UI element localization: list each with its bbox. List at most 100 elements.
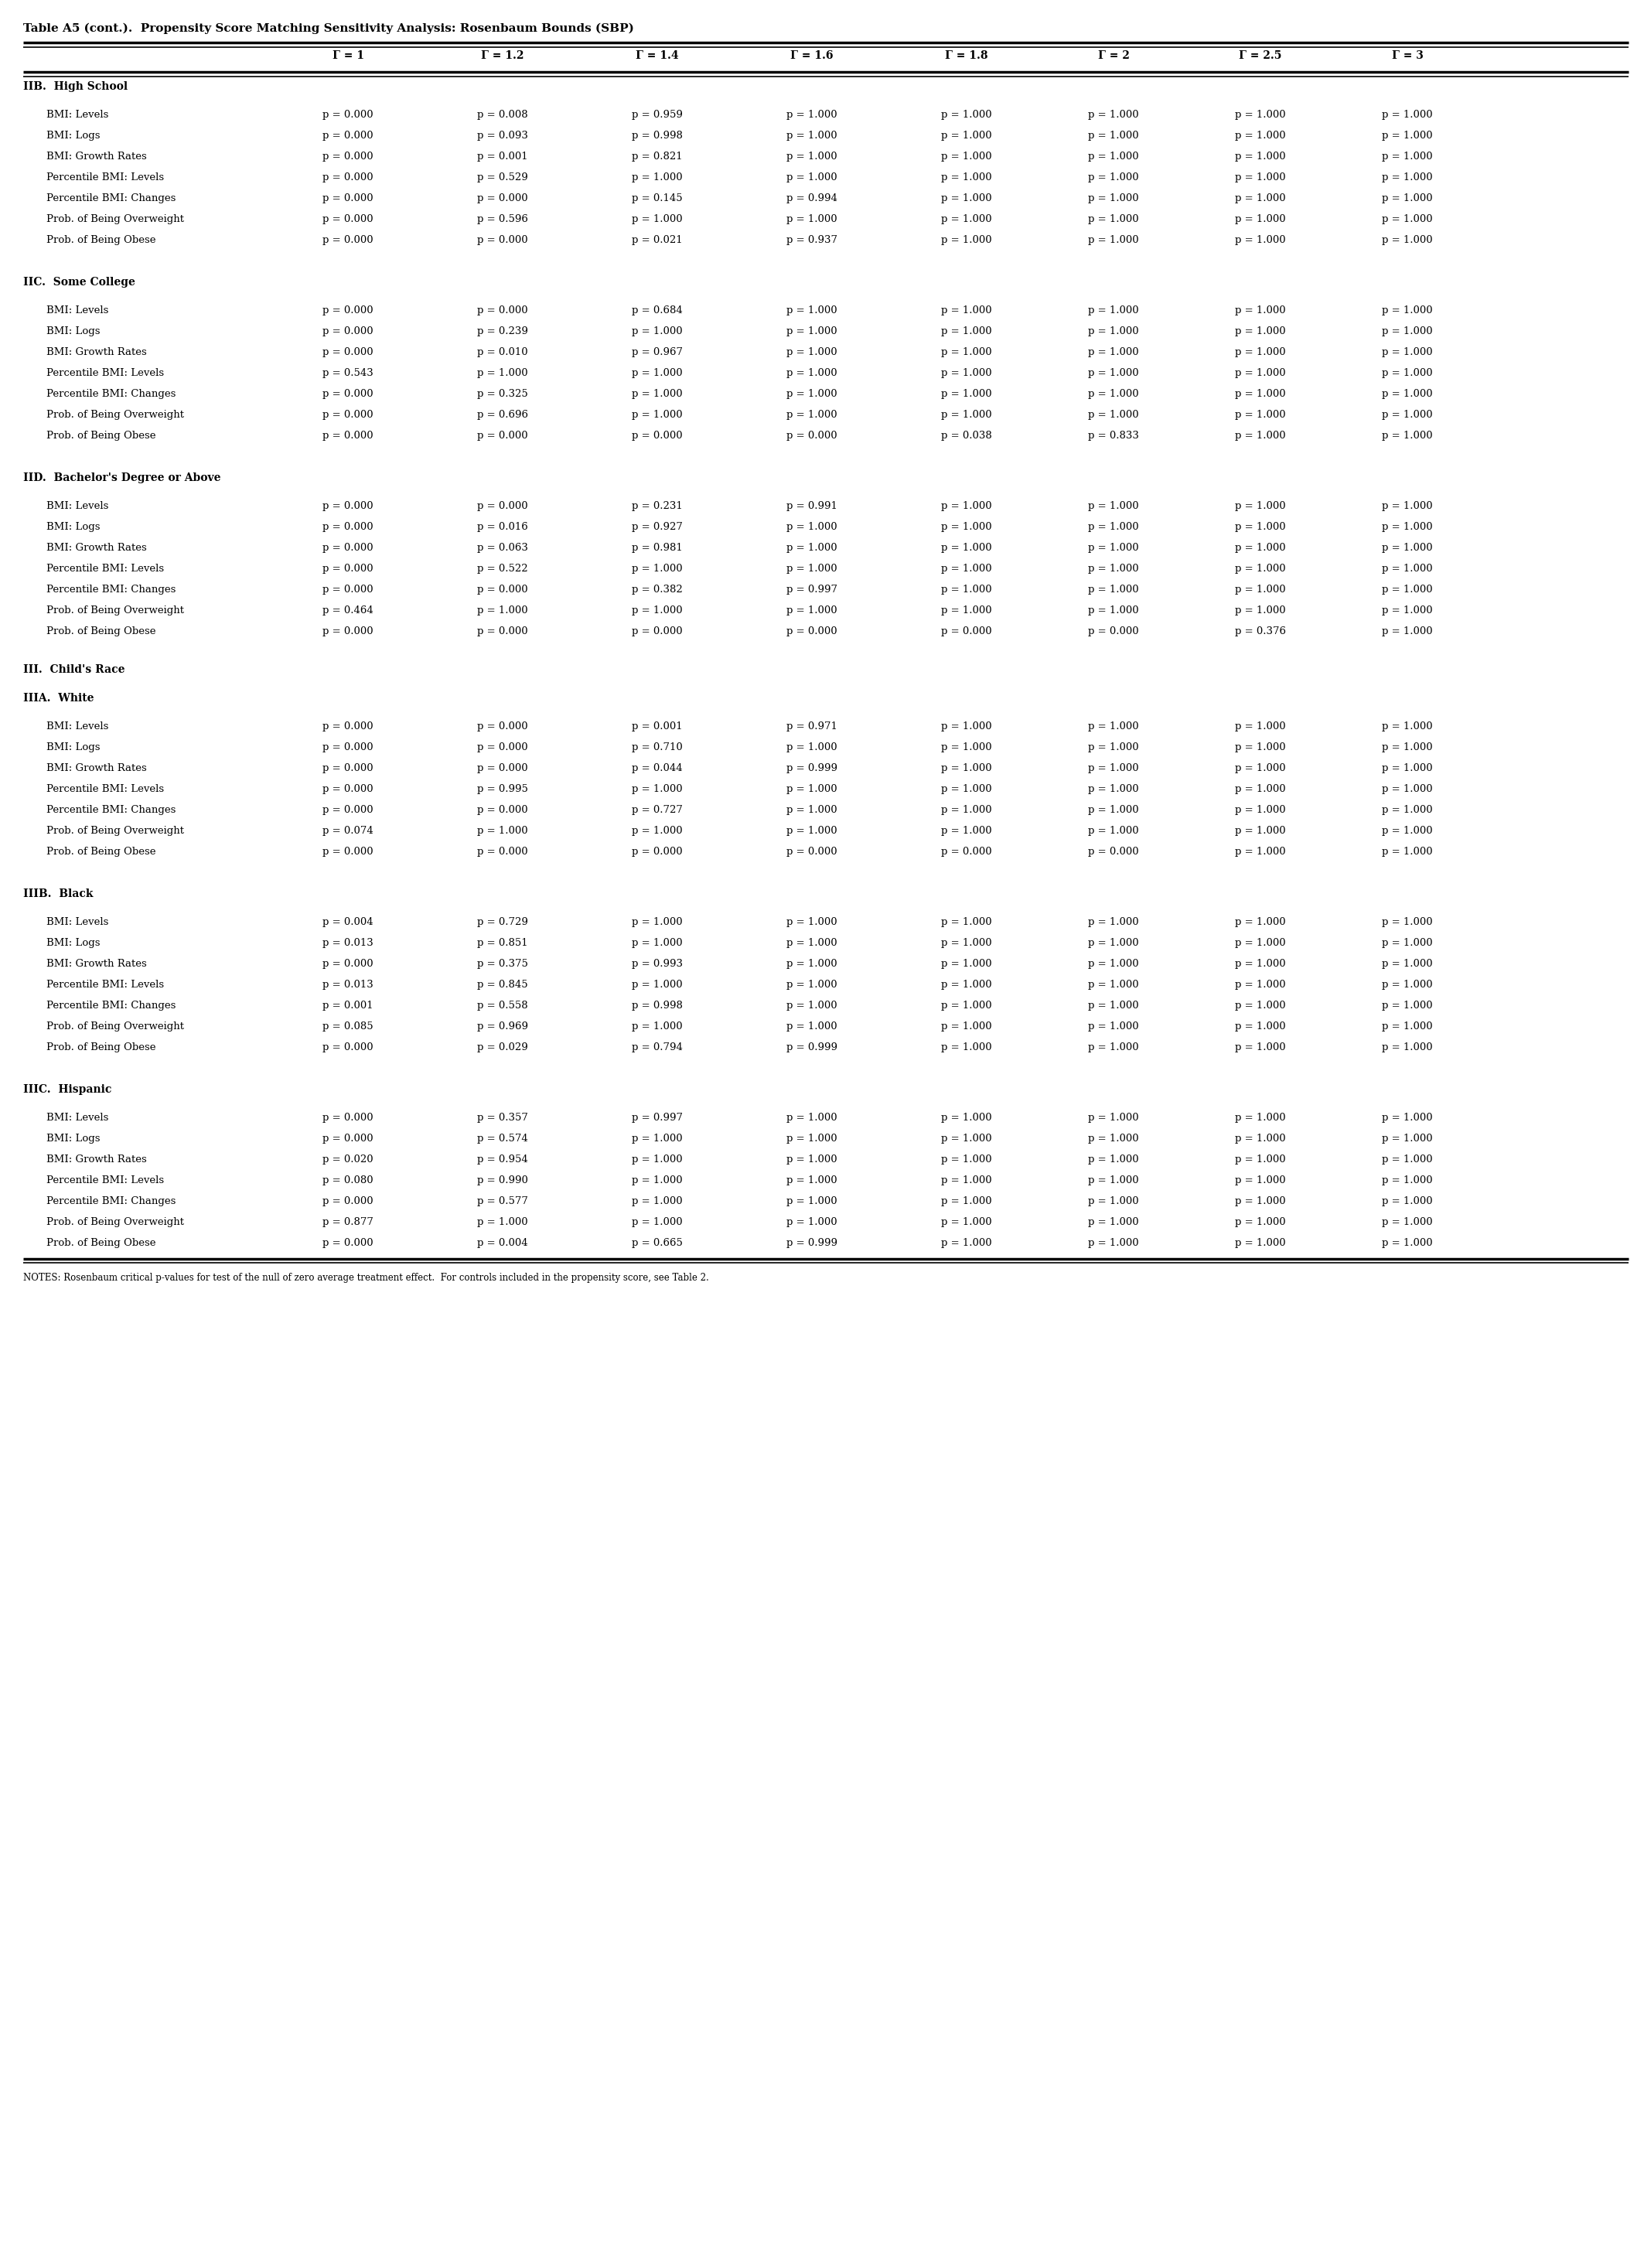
Text: p = 1.000: p = 1.000 bbox=[942, 764, 991, 773]
Text: p = 0.000: p = 0.000 bbox=[322, 306, 373, 315]
Text: p = 0.999: p = 0.999 bbox=[786, 764, 837, 773]
Text: p = 0.000: p = 0.000 bbox=[322, 805, 373, 814]
Text: p = 1.000: p = 1.000 bbox=[1088, 606, 1139, 615]
Text: p = 1.000: p = 1.000 bbox=[1383, 742, 1434, 753]
Text: p = 1.000: p = 1.000 bbox=[942, 805, 991, 814]
Text: p = 1.000: p = 1.000 bbox=[786, 742, 837, 753]
Text: p = 1.000: p = 1.000 bbox=[786, 152, 837, 161]
Text: p = 0.004: p = 0.004 bbox=[477, 1238, 528, 1247]
Text: p = 0.357: p = 0.357 bbox=[477, 1114, 528, 1123]
Text: p = 1.000: p = 1.000 bbox=[786, 411, 837, 420]
Text: p = 1.000: p = 1.000 bbox=[942, 606, 991, 615]
Text: p = 1.000: p = 1.000 bbox=[942, 1043, 991, 1052]
Text: p = 1.000: p = 1.000 bbox=[1383, 542, 1434, 553]
Text: p = 0.000: p = 0.000 bbox=[631, 431, 682, 440]
Text: p = 0.727: p = 0.727 bbox=[631, 805, 682, 814]
Text: p = 1.000: p = 1.000 bbox=[1235, 1000, 1286, 1012]
Text: p = 1.000: p = 1.000 bbox=[1088, 411, 1139, 420]
Text: p = 0.074: p = 0.074 bbox=[322, 826, 373, 837]
Text: Γ = 3: Γ = 3 bbox=[1391, 50, 1424, 61]
Text: Γ = 1.6: Γ = 1.6 bbox=[791, 50, 834, 61]
Text: p = 0.000: p = 0.000 bbox=[322, 347, 373, 358]
Text: p = 1.000: p = 1.000 bbox=[1235, 1238, 1286, 1247]
Text: p = 1.000: p = 1.000 bbox=[1383, 152, 1434, 161]
Text: BMI: Growth Rates: BMI: Growth Rates bbox=[46, 959, 146, 968]
Text: p = 1.000: p = 1.000 bbox=[1383, 585, 1434, 594]
Text: Prob. of Being Obese: Prob. of Being Obese bbox=[46, 846, 156, 857]
Text: BMI: Logs: BMI: Logs bbox=[46, 742, 100, 753]
Text: p = 0.522: p = 0.522 bbox=[477, 565, 528, 574]
Text: p = 1.000: p = 1.000 bbox=[786, 1134, 837, 1143]
Text: p = 1.000: p = 1.000 bbox=[1235, 846, 1286, 857]
Text: p = 1.000: p = 1.000 bbox=[631, 826, 682, 837]
Text: p = 1.000: p = 1.000 bbox=[1088, 1154, 1139, 1163]
Text: BMI: Logs: BMI: Logs bbox=[46, 132, 100, 141]
Text: Prob. of Being Obese: Prob. of Being Obese bbox=[46, 1043, 156, 1052]
Text: p = 1.000: p = 1.000 bbox=[1088, 1114, 1139, 1123]
Text: p = 1.000: p = 1.000 bbox=[1088, 565, 1139, 574]
Text: p = 1.000: p = 1.000 bbox=[942, 213, 991, 225]
Text: p = 1.000: p = 1.000 bbox=[786, 306, 837, 315]
Text: p = 0.969: p = 0.969 bbox=[477, 1021, 528, 1032]
Text: p = 0.145: p = 0.145 bbox=[631, 193, 682, 204]
Text: p = 1.000: p = 1.000 bbox=[1235, 1134, 1286, 1143]
Text: p = 0.543: p = 0.543 bbox=[322, 367, 373, 379]
Text: IID.  Bachelor's Degree or Above: IID. Bachelor's Degree or Above bbox=[23, 472, 220, 483]
Text: p = 1.000: p = 1.000 bbox=[1088, 1134, 1139, 1143]
Text: p = 1.000: p = 1.000 bbox=[1235, 805, 1286, 814]
Text: p = 0.000: p = 0.000 bbox=[786, 626, 837, 637]
Text: p = 1.000: p = 1.000 bbox=[1235, 1218, 1286, 1227]
Text: p = 1.000: p = 1.000 bbox=[942, 1000, 991, 1012]
Text: p = 1.000: p = 1.000 bbox=[1383, 939, 1434, 948]
Text: p = 1.000: p = 1.000 bbox=[631, 1154, 682, 1163]
Text: p = 1.000: p = 1.000 bbox=[631, 1218, 682, 1227]
Text: p = 1.000: p = 1.000 bbox=[1383, 327, 1434, 336]
Text: BMI: Levels: BMI: Levels bbox=[46, 1114, 109, 1123]
Text: p = 1.000: p = 1.000 bbox=[1383, 606, 1434, 615]
Text: p = 1.000: p = 1.000 bbox=[942, 1238, 991, 1247]
Text: p = 0.013: p = 0.013 bbox=[322, 980, 373, 989]
Text: p = 1.000: p = 1.000 bbox=[942, 565, 991, 574]
Text: p = 1.000: p = 1.000 bbox=[942, 388, 991, 399]
Text: p = 0.000: p = 0.000 bbox=[322, 236, 373, 245]
Text: p = 0.684: p = 0.684 bbox=[631, 306, 682, 315]
Text: p = 1.000: p = 1.000 bbox=[1088, 388, 1139, 399]
Text: BMI: Levels: BMI: Levels bbox=[46, 109, 109, 120]
Text: BMI: Levels: BMI: Levels bbox=[46, 501, 109, 510]
Text: p = 1.000: p = 1.000 bbox=[1383, 959, 1434, 968]
Text: BMI: Growth Rates: BMI: Growth Rates bbox=[46, 1154, 146, 1163]
Text: p = 1.000: p = 1.000 bbox=[786, 1021, 837, 1032]
Text: p = 1.000: p = 1.000 bbox=[942, 1175, 991, 1186]
Text: p = 0.016: p = 0.016 bbox=[477, 522, 528, 533]
Text: p = 0.010: p = 0.010 bbox=[477, 347, 528, 358]
Text: p = 1.000: p = 1.000 bbox=[1235, 193, 1286, 204]
Text: IIIA.  White: IIIA. White bbox=[23, 692, 94, 703]
Text: p = 1.000: p = 1.000 bbox=[1383, 1238, 1434, 1247]
Text: BMI: Logs: BMI: Logs bbox=[46, 522, 100, 533]
Text: p = 1.000: p = 1.000 bbox=[942, 585, 991, 594]
Text: p = 1.000: p = 1.000 bbox=[631, 411, 682, 420]
Text: p = 1.000: p = 1.000 bbox=[1088, 1218, 1139, 1227]
Text: BMI: Logs: BMI: Logs bbox=[46, 327, 100, 336]
Text: p = 0.696: p = 0.696 bbox=[477, 411, 528, 420]
Text: Percentile BMI: Levels: Percentile BMI: Levels bbox=[46, 367, 164, 379]
Text: Percentile BMI: Levels: Percentile BMI: Levels bbox=[46, 172, 164, 181]
Text: p = 1.000: p = 1.000 bbox=[942, 1114, 991, 1123]
Text: p = 0.000: p = 0.000 bbox=[786, 431, 837, 440]
Text: p = 0.000: p = 0.000 bbox=[942, 626, 991, 637]
Text: p = 1.000: p = 1.000 bbox=[786, 606, 837, 615]
Text: p = 1.000: p = 1.000 bbox=[1383, 1000, 1434, 1012]
Text: p = 1.000: p = 1.000 bbox=[786, 826, 837, 837]
Text: p = 1.000: p = 1.000 bbox=[942, 132, 991, 141]
Text: p = 1.000: p = 1.000 bbox=[942, 367, 991, 379]
Text: p = 0.000: p = 0.000 bbox=[322, 388, 373, 399]
Text: p = 0.999: p = 0.999 bbox=[786, 1043, 837, 1052]
Text: p = 1.000: p = 1.000 bbox=[1088, 1021, 1139, 1032]
Text: p = 1.000: p = 1.000 bbox=[631, 213, 682, 225]
Text: p = 0.971: p = 0.971 bbox=[786, 721, 837, 733]
Text: p = 0.000: p = 0.000 bbox=[477, 721, 528, 733]
Text: p = 0.000: p = 0.000 bbox=[477, 742, 528, 753]
Text: p = 1.000: p = 1.000 bbox=[1235, 501, 1286, 510]
Text: p = 1.000: p = 1.000 bbox=[786, 1154, 837, 1163]
Text: p = 1.000: p = 1.000 bbox=[1088, 1175, 1139, 1186]
